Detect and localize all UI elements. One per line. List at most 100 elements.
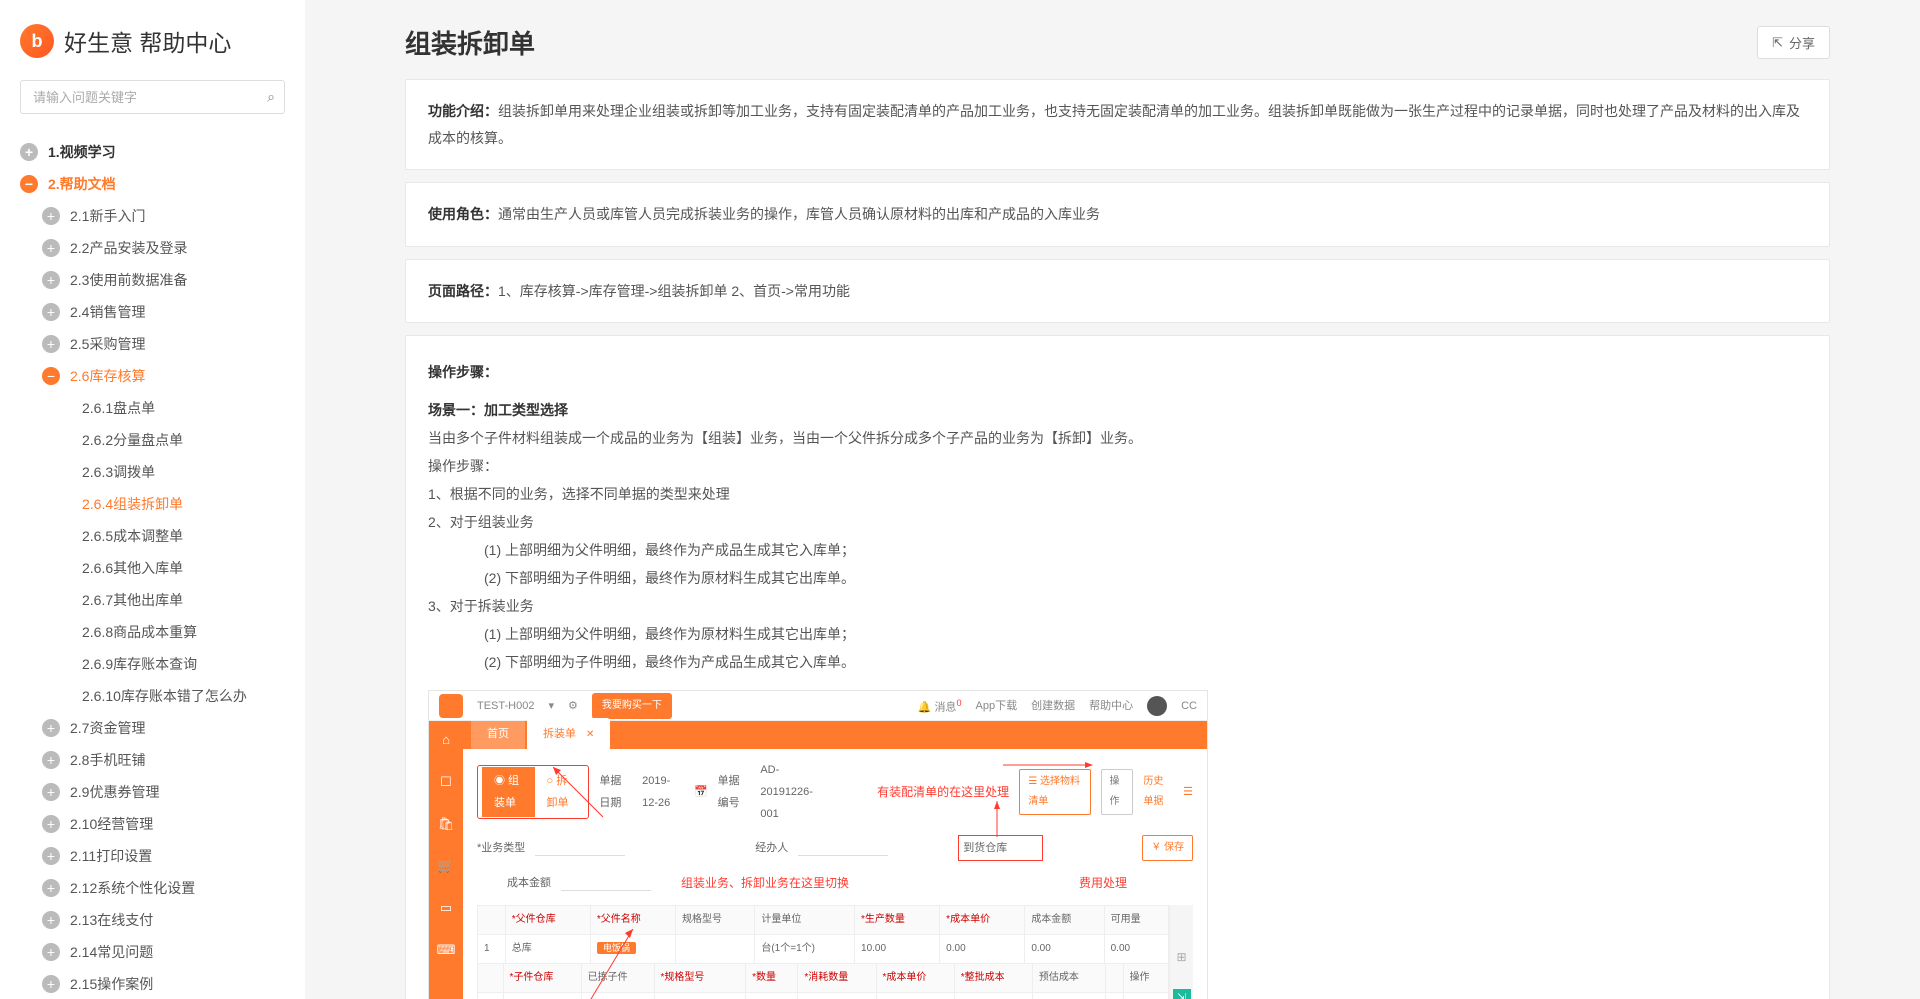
nav-item[interactable]: 2.6.4组装拆卸单 xyxy=(20,488,285,520)
nav-item[interactable]: 2.6.6其他入库单 xyxy=(20,552,285,584)
plus-icon[interactable]: + xyxy=(42,751,60,769)
logo-text: 好生意 帮助中心 xyxy=(64,24,231,58)
plus-icon[interactable]: + xyxy=(42,783,60,801)
nav-item[interactable]: +2.14常见问题 xyxy=(20,936,285,968)
plus-icon[interactable]: + xyxy=(42,719,60,737)
nav-doc-icon[interactable]: ▭ xyxy=(440,895,452,921)
steps-card: 操作步骤： 场景一：加工类型选择 当由多个子件材料组装成一个成品的业务为【组装】… xyxy=(405,335,1830,999)
msg-link[interactable]: 🔔 消息0 xyxy=(918,694,962,719)
nav-item[interactable]: +2.7资金管理 xyxy=(20,712,285,744)
history-link[interactable]: 历史单据 xyxy=(1143,772,1173,812)
table-cell: 0.00 xyxy=(798,993,876,999)
app-link[interactable]: App下载 xyxy=(976,695,1018,717)
nav-item[interactable]: +1.视频学习 xyxy=(20,136,285,168)
biz-type-field[interactable] xyxy=(535,840,625,856)
tool-icon[interactable]: ⊞ xyxy=(1176,945,1186,969)
parent-table: *父件仓库*父件名称规格型号计量单位*生产数量*成本单价成本金额可用量1总库电饭… xyxy=(477,905,1169,964)
nav-item[interactable]: +2.9优惠券管理 xyxy=(20,776,285,808)
nav-item[interactable]: +2.13在线支付 xyxy=(20,904,285,936)
table-row[interactable]: 1商品 1个(1个=1个)10.000.000.000.00✕ ⧉ xyxy=(478,993,1169,999)
avatar[interactable] xyxy=(1147,696,1167,716)
plus-icon[interactable]: + xyxy=(42,975,60,993)
nav-item[interactable]: 2.6.7其他出库单 xyxy=(20,584,285,616)
ref-field[interactable]: 到货仓库 xyxy=(958,835,1043,861)
nav-item[interactable]: 2.6.9库存账本查询 xyxy=(20,648,285,680)
nav-item[interactable]: 2.6.5成本调整单 xyxy=(20,520,285,552)
plus-icon[interactable]: + xyxy=(42,815,60,833)
table-header: *成本单价 xyxy=(876,964,954,993)
plus-icon[interactable]: + xyxy=(42,335,60,353)
nav-label: 1.视频学习 xyxy=(48,136,116,168)
minus-icon[interactable]: − xyxy=(20,175,38,193)
operator-field[interactable] xyxy=(798,840,888,856)
chevron-down-icon[interactable]: ▾ xyxy=(548,695,554,717)
search-input[interactable] xyxy=(20,80,285,114)
nav-item[interactable]: −2.6库存核算 xyxy=(20,360,285,392)
tenant-name: TEST-H002 xyxy=(477,695,534,717)
tab-doc[interactable]: 拆装单✕ xyxy=(527,718,610,749)
nav-cart-icon[interactable]: 🛒 xyxy=(438,853,454,879)
page-title: 组装拆卸单 xyxy=(405,24,535,61)
plus-icon[interactable]: + xyxy=(42,911,60,929)
help-link[interactable]: 帮助中心 xyxy=(1089,695,1133,717)
nav-cloud-icon[interactable]: ⌨ xyxy=(437,937,456,963)
steps-sub: 操作步骤： xyxy=(428,452,1807,480)
nav-item[interactable]: 2.6.3调拨单 xyxy=(20,456,285,488)
nav-box-icon[interactable]: ☐ xyxy=(440,769,452,795)
type-toggle[interactable]: ◉ 组装单○ 拆卸单 xyxy=(477,765,589,819)
list-icon[interactable]: ☰ xyxy=(1183,781,1193,803)
nav-item[interactable]: +2.10经营管理 xyxy=(20,808,285,840)
table-header: 规格型号 xyxy=(676,906,755,935)
plus-icon[interactable]: + xyxy=(20,143,38,161)
nav-bag-icon[interactable]: 🛍 xyxy=(438,811,455,837)
goods-button[interactable]: ☰ 选择物料清单 xyxy=(1019,769,1090,815)
nav-item[interactable]: 2.6.2分量盘点单 xyxy=(20,424,285,456)
share-button[interactable]: ⇱分享 xyxy=(1757,26,1830,59)
nav-item[interactable]: 2.6.10库存账本错了怎么办 xyxy=(20,680,285,712)
plus-icon[interactable]: + xyxy=(42,271,60,289)
close-icon[interactable]: ✕ xyxy=(586,729,594,740)
path-text: 1、库存核算->库存管理->组装拆卸单 2、首页->常用功能 xyxy=(498,283,850,299)
table-header: *数量 xyxy=(746,964,798,993)
amount-field[interactable] xyxy=(561,875,651,891)
table-row[interactable]: 1总库电饭锅台(1个=1个)10.000.000.000.00 xyxy=(478,935,1169,964)
save-button[interactable]: ￥ 保存 xyxy=(1142,835,1193,861)
nav-item[interactable]: +2.12系统个性化设置 xyxy=(20,872,285,904)
gear-icon[interactable]: ⚙ xyxy=(568,695,578,717)
intro-text: 组装拆卸单用来处理企业组装或拆卸等加工业务，支持有固定装配清单的产品加工业务，也… xyxy=(428,103,1800,146)
nav-item[interactable]: 2.6.8商品成本重算 xyxy=(20,616,285,648)
nav-item[interactable]: +2.8手机旺铺 xyxy=(20,744,285,776)
calendar-icon[interactable]: 📅 xyxy=(694,781,708,803)
nav-label: 2.6.1盘点单 xyxy=(82,392,155,424)
nav-item[interactable]: +2.5采购管理 xyxy=(20,328,285,360)
plus-icon[interactable]: + xyxy=(42,207,60,225)
nav-item[interactable]: +2.4销售管理 xyxy=(20,296,285,328)
expand-icon[interactable]: ⇲ xyxy=(1173,989,1191,999)
plus-icon[interactable]: + xyxy=(42,239,60,257)
plus-icon[interactable]: + xyxy=(42,879,60,897)
step-3a: (1) 上部明细为父件明细，最终作为原材料生成其它出库单； xyxy=(428,620,1807,648)
nav-item[interactable]: −2.帮助文档 xyxy=(20,168,285,200)
tab-home[interactable]: 首页 xyxy=(471,718,525,749)
table-header: *子件仓库 xyxy=(503,964,581,993)
nav-item[interactable]: +2.1新手入门 xyxy=(20,200,285,232)
minus-icon[interactable]: − xyxy=(42,367,60,385)
nav-item[interactable]: +2.3使用前数据准备 xyxy=(20,264,285,296)
table-header: 可用量 xyxy=(1104,906,1168,935)
nav-label: 2.6.7其他出库单 xyxy=(82,584,183,616)
nav-home-icon[interactable]: ⌂ xyxy=(442,727,450,753)
steps-title: 操作步骤： xyxy=(428,358,1807,386)
data-link[interactable]: 创建数据 xyxy=(1031,695,1075,717)
plus-icon[interactable]: + xyxy=(42,847,60,865)
search-icon[interactable]: ⌕ xyxy=(267,89,275,106)
scene-title: 场景一：加工类型选择 xyxy=(428,396,1807,424)
nav-item[interactable]: 2.6.1盘点单 xyxy=(20,392,285,424)
nav-item[interactable]: +2.15操作案例 xyxy=(20,968,285,999)
nav-item[interactable]: +2.2产品安装及登录 xyxy=(20,232,285,264)
buy-button[interactable]: 我要购买一下 xyxy=(592,693,672,719)
plus-icon[interactable]: + xyxy=(42,303,60,321)
nav-item[interactable]: +2.11打印设置 xyxy=(20,840,285,872)
plus-icon[interactable]: + xyxy=(42,943,60,961)
date-value[interactable]: 2019-12-26 xyxy=(642,770,684,814)
op-button[interactable]: 操作 xyxy=(1101,769,1134,815)
